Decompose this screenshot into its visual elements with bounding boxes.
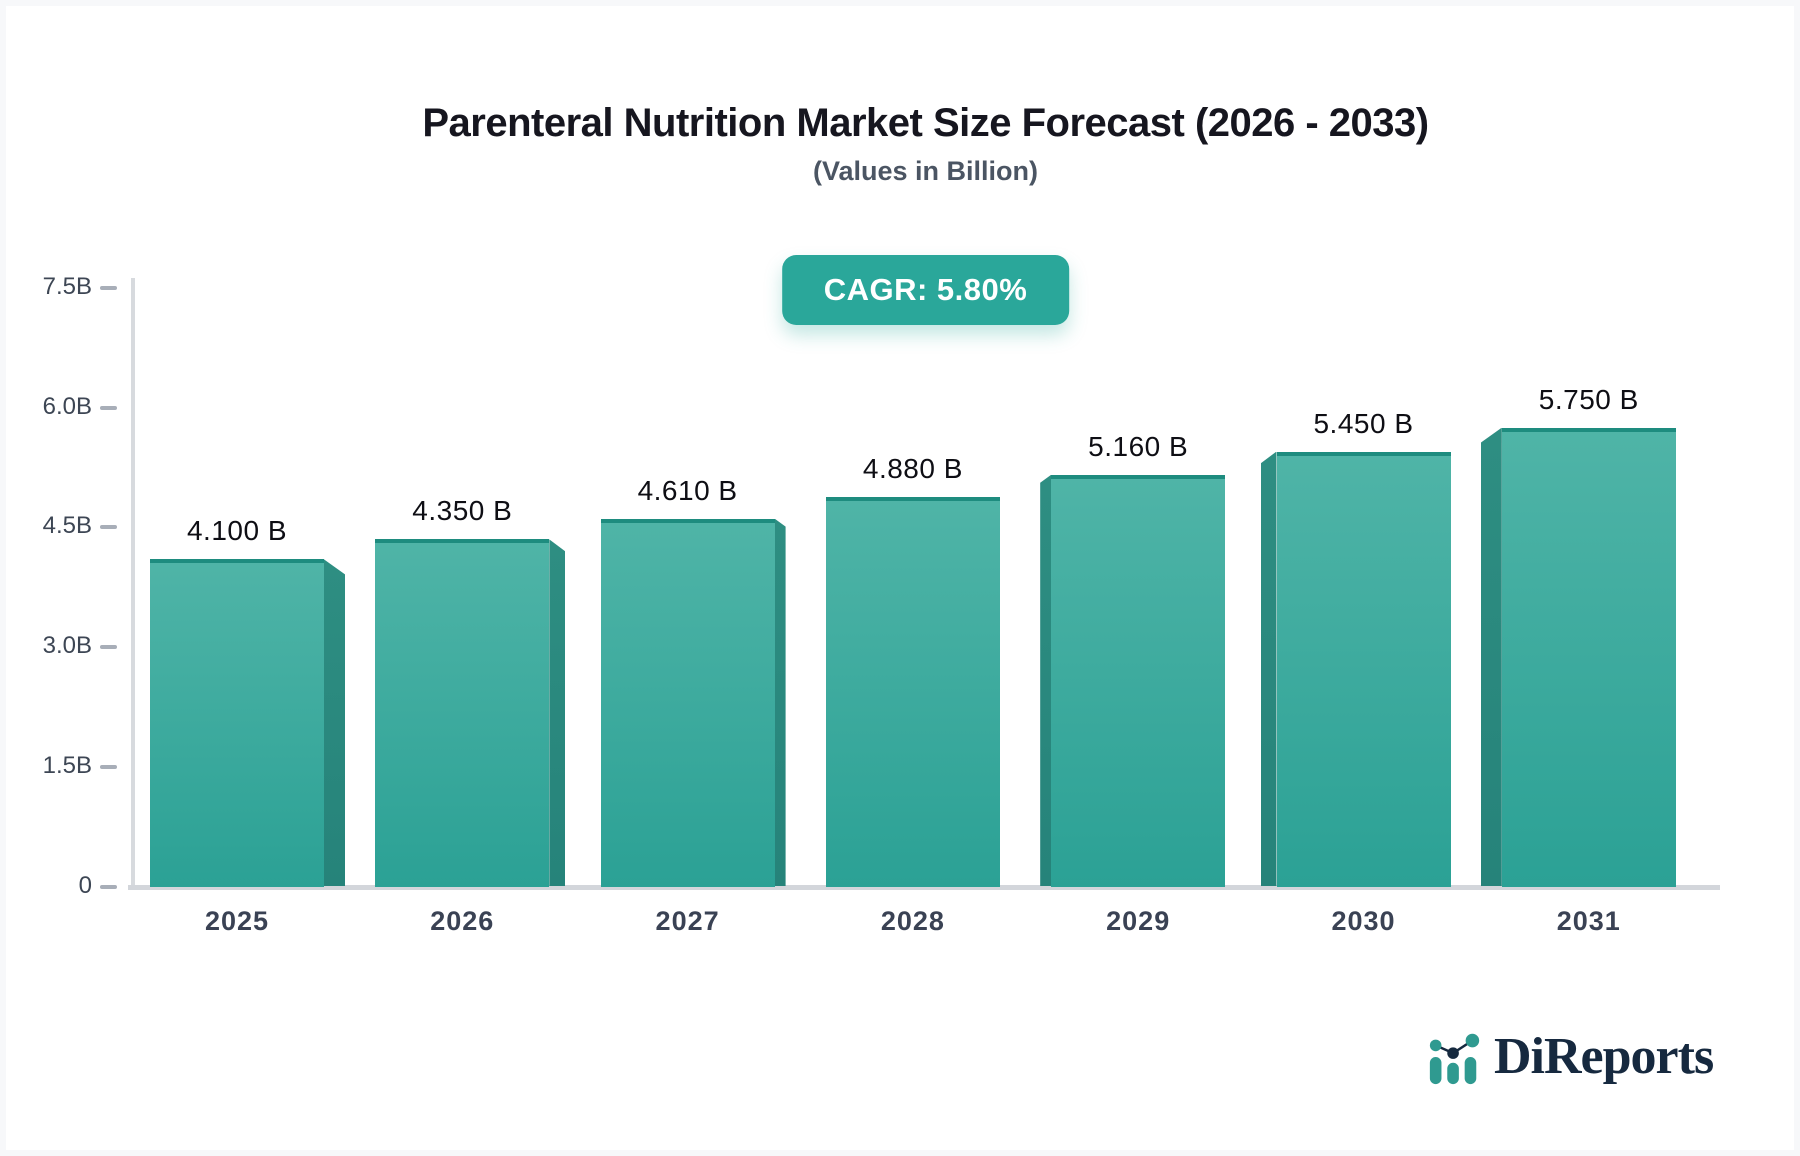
chart-header: Parenteral Nutrition Market Size Forecas…: [133, 0, 1718, 325]
x-axis-category-label: 2029: [1106, 906, 1171, 936]
bar-2028: [825, 497, 1000, 887]
bar-value-label: 4.350 B: [412, 495, 513, 527]
bar-chart-logo-icon: [1429, 1033, 1480, 1085]
bar-2029: [1051, 474, 1226, 887]
x-axis-category-label: 2028: [880, 906, 945, 936]
bar-value-label: 5.450 B: [1313, 407, 1414, 439]
bar-3d-side-face: [1260, 451, 1277, 886]
bar-value-label: 5.160 B: [1088, 430, 1189, 462]
direports-logo: DiReports: [1424, 1028, 1714, 1086]
y-axis-tick-mark: [100, 285, 117, 290]
bar-3d-side-face: [1480, 427, 1502, 886]
bar-3d-side-face: [1040, 474, 1052, 886]
bar-3d-side-face: [549, 539, 566, 886]
y-axis-tick-mark: [100, 765, 117, 770]
x-axis-category-label: 2031: [1556, 906, 1621, 936]
y-axis-tick-mark: [100, 885, 117, 889]
y-axis-tick-label: 1.5B: [42, 752, 92, 780]
x-axis-category-label: 2026: [430, 906, 495, 936]
logo-text: DiReports: [1494, 1028, 1714, 1085]
x-axis-category-label: 2030: [1331, 906, 1396, 936]
y-axis-tick-label: 4.5B: [42, 512, 92, 540]
bar-value-label: 4.610 B: [637, 474, 738, 506]
x-axis-baseline: [128, 885, 1720, 890]
y-axis-tick-mark: [100, 525, 117, 530]
bar-value-label: 4.100 B: [186, 515, 288, 547]
x-axis-category-label: 2025: [204, 906, 270, 936]
bar-2026: [375, 539, 550, 887]
chart-subtitle: (Values in Billion): [812, 156, 1039, 186]
chart-title: Parenteral Nutrition Market Size Forecas…: [422, 101, 1429, 145]
y-axis-tick-label: 7.5B: [42, 272, 92, 300]
y-axis-tick-mark: [100, 405, 117, 410]
y-axis-tick-label: 6.0B: [42, 392, 92, 420]
bar-3d-side-face: [324, 559, 345, 886]
bar-2027: [600, 518, 775, 887]
cagr-badge: CAGR: 5.80%: [781, 255, 1070, 325]
y-axis-tick-label: 3.0B: [42, 632, 92, 660]
bar-2031: [1501, 427, 1676, 887]
bar-value-label: 5.750 B: [1538, 383, 1639, 415]
y-axis-tick-mark: [100, 645, 117, 650]
bar-3d-side-face: [774, 518, 786, 886]
bar-2025: [150, 559, 324, 887]
x-axis-category-label: 2027: [655, 906, 720, 936]
y-axis-line: [131, 278, 135, 889]
y-axis-tick-label: 0: [78, 872, 92, 899]
bar-2030: [1276, 451, 1451, 887]
bar-value-label: 4.880 B: [862, 453, 963, 485]
